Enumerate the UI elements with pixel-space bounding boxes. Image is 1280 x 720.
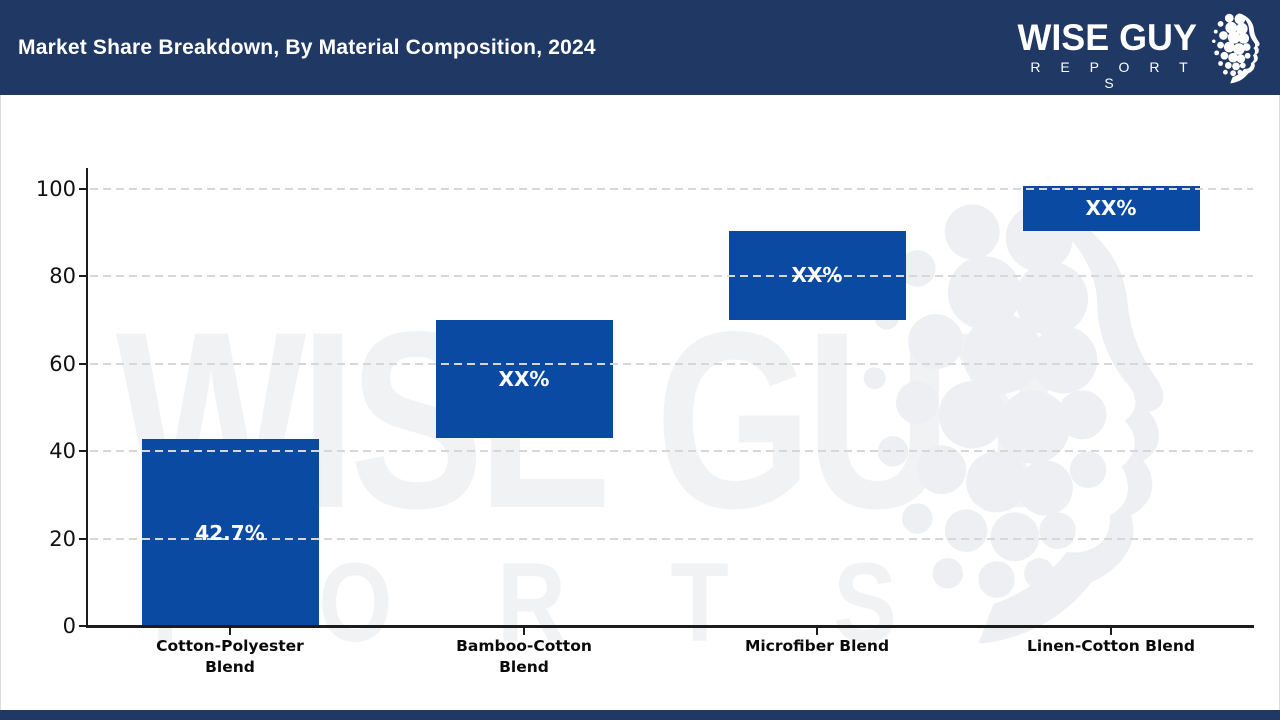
bar-value-label-microfiber-blend: XX% — [791, 263, 843, 288]
gridline-y-80 — [90, 275, 1253, 277]
x-tick-mark-cotton-polyester-blend — [229, 628, 231, 635]
y-tick-mark-100 — [79, 187, 86, 190]
gridline-y-60 — [90, 362, 1253, 365]
x-tick-mark-microfiber-blend — [816, 628, 818, 635]
y-tick-label-20: 20 — [49, 526, 76, 551]
header-bar: Market Share Breakdown, By Material Comp… — [0, 0, 1280, 95]
bar-value-label-linen-cotton-blend: XX% — [1085, 196, 1137, 221]
logo-line2: R E P O R T S — [1030, 59, 1196, 91]
y-tick-mark-20 — [79, 537, 86, 540]
logo-head-icon — [1208, 10, 1266, 88]
x-tick-mark-linen-cotton-blend — [1110, 628, 1112, 635]
category-label-bamboo-cotton-blend: Bamboo-Cotton Blend — [414, 636, 634, 678]
category-label-cotton-polyester-blend: Cotton-Polyester Blend — [120, 636, 340, 678]
category-label-linen-cotton-blend: Linen-Cotton Blend — [1001, 636, 1221, 657]
chart-title: Market Share Breakdown, By Material Comp… — [18, 35, 596, 59]
logo-line1: WISE GUY — [1017, 17, 1197, 58]
category-label-line: Linen-Cotton Blend — [1027, 637, 1195, 655]
y-tick-mark-60 — [79, 362, 86, 365]
y-axis-line — [86, 168, 88, 628]
category-label-line: Blend — [205, 658, 255, 676]
bar-linen-cotton-blend — [1022, 185, 1200, 231]
logo: WISE GUY R E P O R T S — [1016, 8, 1268, 92]
gridline-y-20 — [90, 537, 1253, 540]
y-tick-mark-80 — [79, 275, 86, 277]
y-tick-mark-40 — [79, 450, 86, 452]
category-label-line: Cotton-Polyester — [156, 637, 304, 655]
x-axis-line — [86, 625, 1254, 628]
y-tick-label-60: 60 — [49, 351, 76, 376]
bar-cotton-polyester-blend — [141, 439, 319, 626]
y-tick-mark-0 — [79, 625, 86, 627]
y-tick-label-40: 40 — [49, 439, 76, 463]
gridline-y-40 — [90, 450, 1253, 452]
category-label-line: Microfiber Blend — [744, 637, 890, 655]
y-tick-label-0: 0 — [62, 614, 76, 638]
x-tick-mark-bamboo-cotton-blend — [523, 628, 525, 635]
bar-bamboo-cotton-blend — [435, 319, 613, 438]
category-label-microfiber-blend: Microfiber Blend — [707, 636, 927, 657]
category-label-line: Bamboo-Cotton — [456, 637, 592, 655]
logo-wordmark: WISE GUY R E P O R T S — [1016, 17, 1204, 92]
bar-value-label-bamboo-cotton-blend: XX% — [498, 366, 550, 391]
gridline-y-100 — [90, 187, 1253, 190]
page-border-left — [0, 95, 1, 710]
y-tick-label-100: 100 — [35, 176, 76, 201]
category-label-line: Blend — [499, 658, 549, 676]
footer-bar — [0, 710, 1280, 720]
y-tick-label-80: 80 — [49, 264, 76, 288]
bar-value-label-cotton-polyester-blend: 42.7% — [195, 520, 265, 545]
